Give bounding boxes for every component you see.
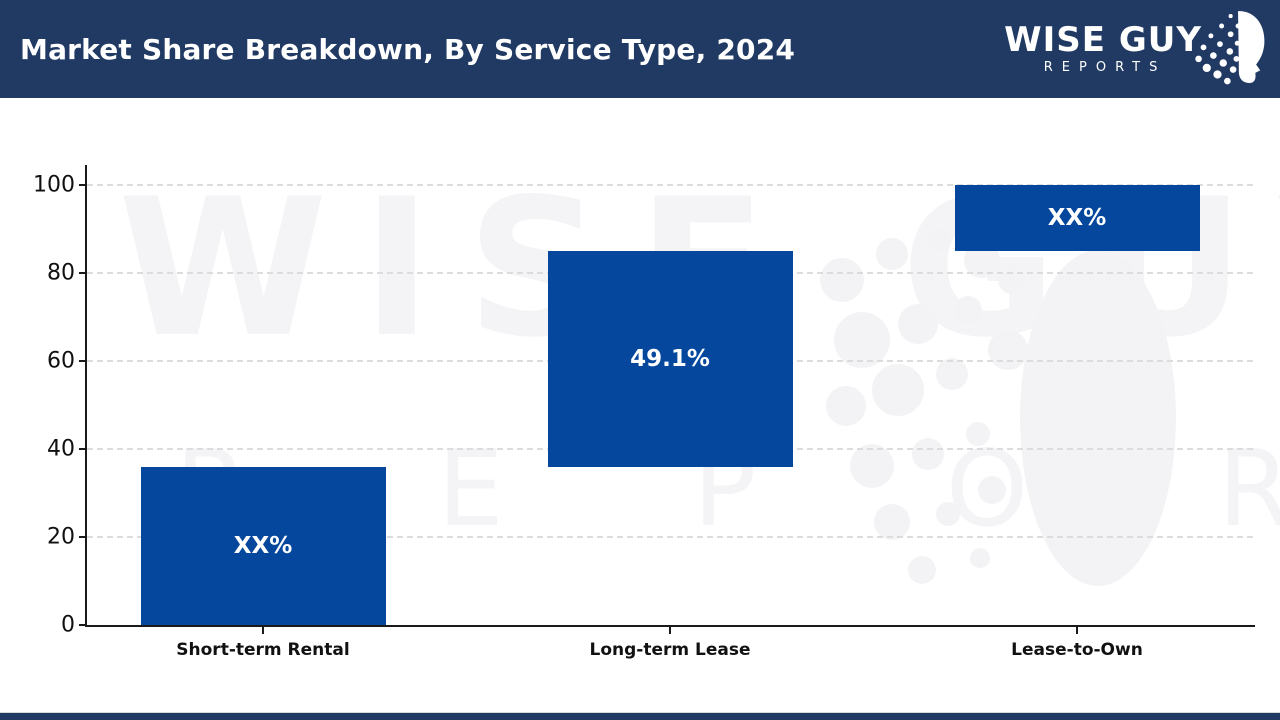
- y-axis-tick: [79, 624, 87, 626]
- y-axis-label: 80: [47, 260, 75, 286]
- bar-value-label: XX%: [1047, 204, 1107, 231]
- y-axis-tick: [79, 183, 87, 186]
- y-axis-label: 100: [33, 172, 75, 198]
- x-axis-category-label: Short-term Rental: [176, 640, 350, 660]
- y-axis-label: 0: [61, 612, 75, 638]
- bottom-divider: [0, 712, 1280, 713]
- gridline: [87, 535, 1253, 538]
- y-axis-line: [85, 165, 87, 627]
- y-axis-label: 40: [47, 436, 75, 462]
- x-axis-tick: [262, 627, 264, 634]
- logo-text: WISE GUY REPORTS: [1004, 23, 1202, 75]
- y-axis-tick: [79, 359, 87, 362]
- y-axis-tick: [79, 271, 87, 274]
- bottom-accent-bar: [0, 713, 1280, 720]
- x-axis-tick: [669, 627, 671, 634]
- y-axis-label: 60: [47, 348, 75, 374]
- x-axis-category-label: Lease-to-Own: [1011, 640, 1143, 660]
- logo-reports-text: REPORTS: [1043, 60, 1167, 75]
- bar-short-term-rental: XX%: [140, 466, 386, 625]
- gridline: [87, 183, 1253, 186]
- x-axis-category-label: Long-term Lease: [589, 640, 751, 660]
- bar-value-label: 49.1%: [630, 345, 710, 372]
- logo-face-icon: [1195, 11, 1265, 85]
- y-axis-label: 20: [47, 524, 75, 550]
- bar-value-label: XX%: [233, 532, 293, 559]
- bar-long-term-lease: 49.1%: [547, 250, 793, 467]
- wiseguy-logo: WISE GUY REPORTS: [1004, 0, 1266, 98]
- logo-wiseguy-text: WISE GUY: [1004, 20, 1202, 60]
- bar-lease-to-own: XX%: [954, 184, 1200, 251]
- chart-title: Market Share Breakdown, By Service Type,…: [20, 32, 796, 66]
- y-axis-tick: [79, 535, 87, 538]
- header: Market Share Breakdown, By Service Type,…: [0, 0, 1280, 98]
- y-axis-tick: [79, 447, 87, 450]
- x-axis-tick: [1076, 627, 1078, 634]
- x-axis-line: [85, 625, 1255, 627]
